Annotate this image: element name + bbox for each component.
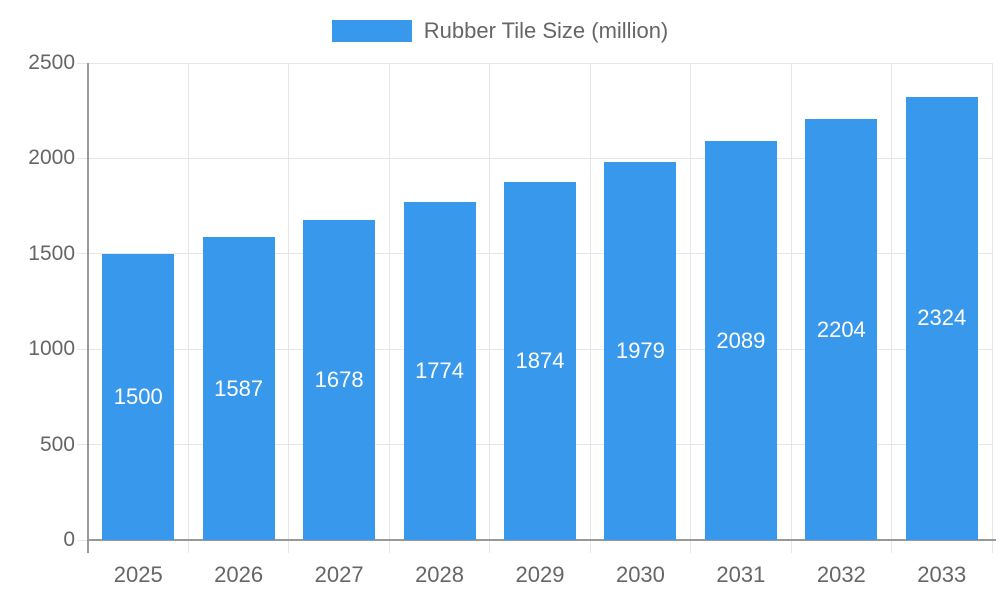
y-tick-label: 1000 [28,337,75,361]
x-axis-line [88,539,996,541]
bar[interactable]: 1500 [102,253,175,540]
x-tick-label: 2033 [917,562,967,587]
x-tick-label: 2026 [214,562,264,587]
x-tick-label: 2031 [716,562,766,587]
gridline-vertical [288,63,290,540]
y-axis-line [87,63,89,553]
bar[interactable]: 1587 [202,237,275,540]
y-tick-label: 0 [63,528,75,551]
x-tick-label: 2028 [415,562,465,587]
x-tick-label: 2025 [113,562,163,587]
x-tick-mark [388,540,390,553]
y-tick-mark [77,539,88,541]
gridline-vertical [991,63,993,540]
bar-value-label: 2089 [716,327,766,353]
y-tick-mark [77,253,88,255]
y-tick-label: 1500 [28,241,75,265]
x-tick-mark [790,540,792,553]
bar[interactable]: 2324 [905,96,978,540]
bar-value-label: 1500 [113,383,163,409]
gridline-vertical [690,63,692,540]
bar-value-label: 2204 [816,316,866,342]
bar[interactable]: 2089 [704,141,777,540]
gridline-vertical [891,63,893,540]
x-tick-mark [991,540,993,553]
bar-value-label: 2324 [917,305,967,331]
x-tick-label: 2027 [314,562,364,587]
bar-value-label: 1678 [314,366,364,392]
bar[interactable]: 2204 [805,119,878,540]
x-tick-mark [690,540,692,553]
bar-value-label: 1587 [214,375,264,401]
y-tick-mark [77,157,88,159]
y-tick-mark [77,348,88,350]
gridline-vertical [790,63,792,540]
y-tick-label: 2000 [28,146,75,170]
x-tick-mark [288,540,290,553]
bar[interactable]: 1774 [403,201,476,540]
bar[interactable]: 1678 [303,219,376,540]
y-tick-mark [77,62,88,64]
gridline-vertical [388,63,390,540]
gridline-horizontal [88,62,992,64]
x-tick-label: 2032 [816,562,866,587]
bar-value-label: 1979 [615,338,665,364]
y-tick-label: 500 [39,432,75,456]
x-tick-mark [589,540,591,553]
y-tick-label: 2500 [28,51,75,74]
bar-value-label: 1774 [415,357,465,383]
x-tick-label: 2029 [515,562,565,587]
bar[interactable]: 1874 [504,182,576,540]
legend[interactable]: Rubber Tile Size (million) [0,20,1000,42]
gridline-vertical [187,63,189,540]
gridline-vertical [489,63,491,540]
y-tick-mark [77,444,88,446]
bar[interactable]: 1979 [604,162,677,540]
x-tick-label: 2030 [615,562,665,587]
x-tick-mark [891,540,893,553]
x-tick-mark [489,540,491,553]
x-tick-mark [187,540,189,553]
gridline-vertical [589,63,591,540]
gridline-horizontal [88,157,992,159]
legend-swatch-icon [331,20,412,42]
legend-label: Rubber Tile Size (million) [423,18,669,43]
bar-value-label: 1874 [515,348,565,374]
